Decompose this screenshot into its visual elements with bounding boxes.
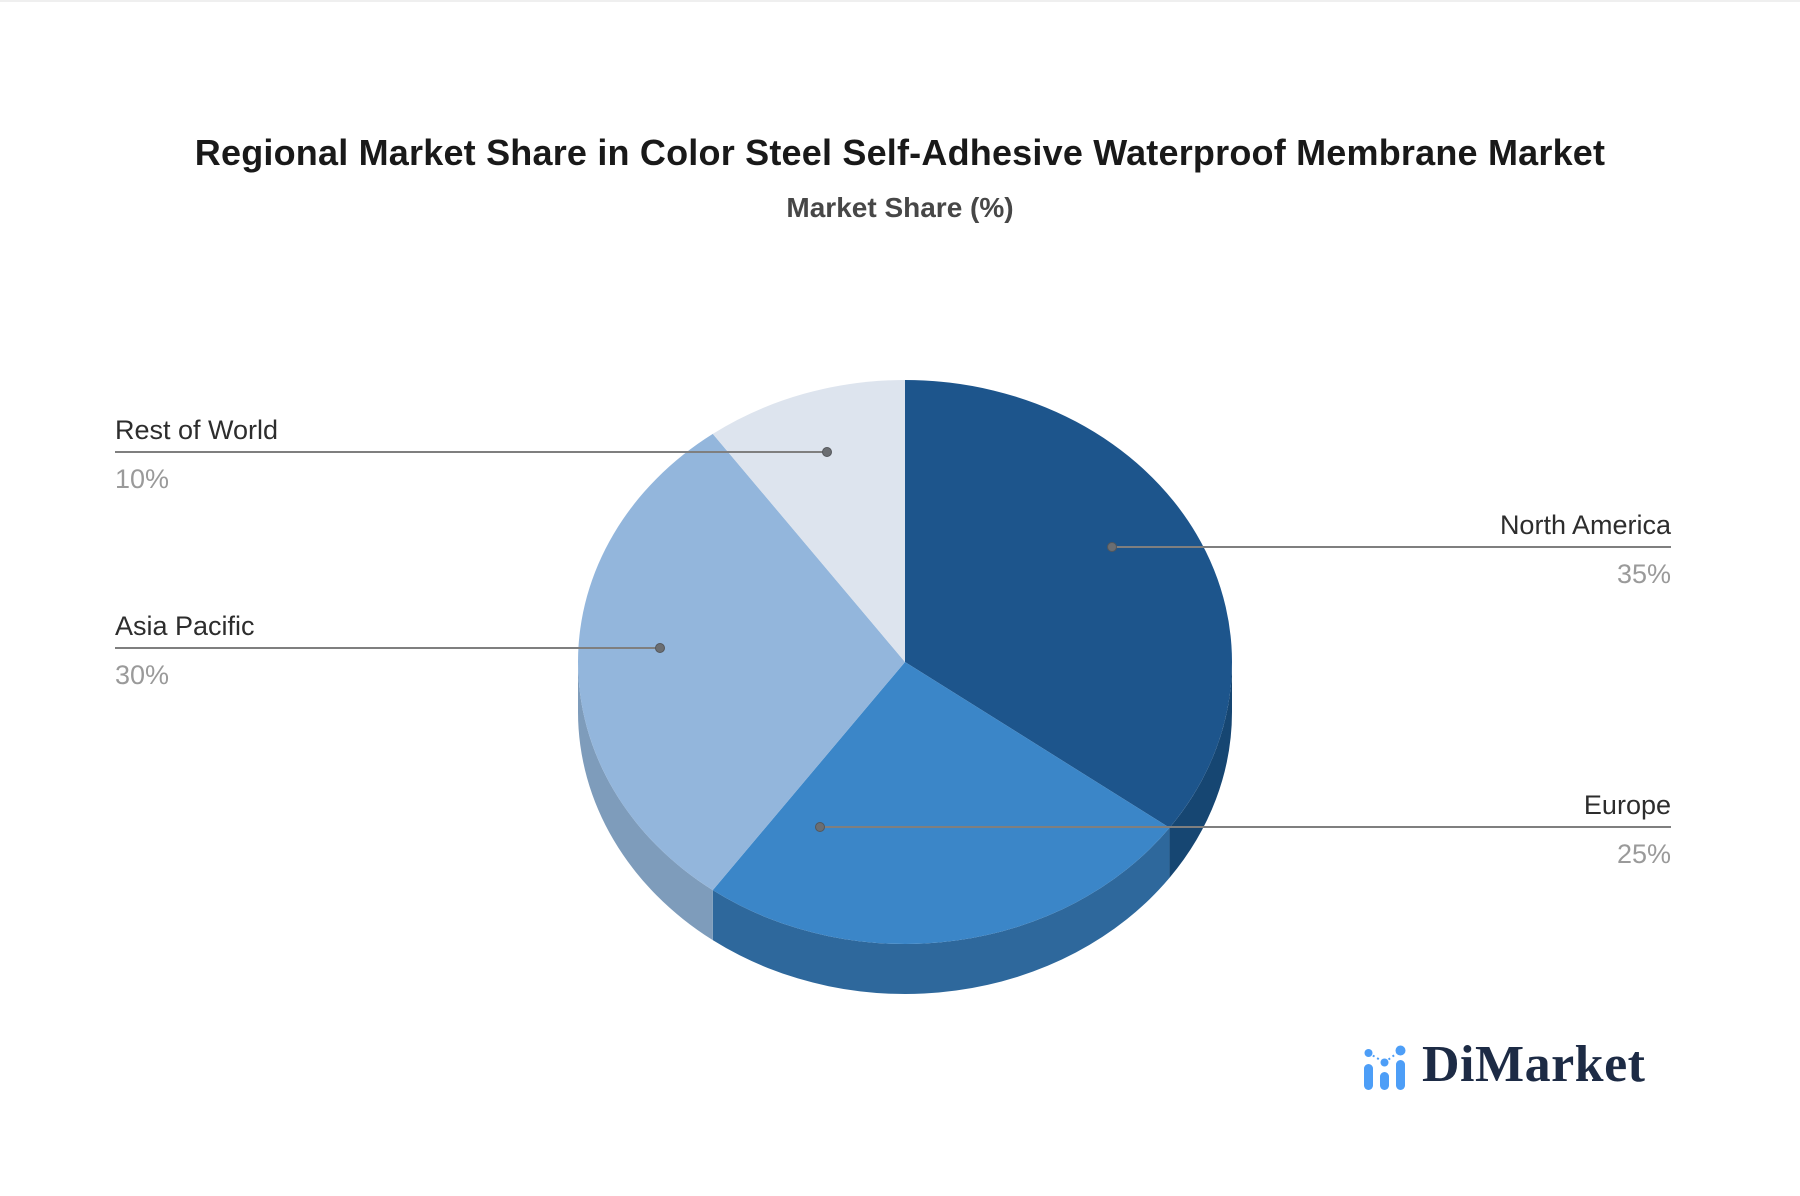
logo-text: DiMarket bbox=[1422, 1036, 1646, 1093]
leader-line-asia-pacific bbox=[115, 647, 660, 649]
leader-dot-europe bbox=[815, 822, 825, 832]
pie-slice-asia-pacific bbox=[578, 433, 905, 891]
pie-slice-europe bbox=[712, 662, 1170, 944]
callout-pct-north-america: 35% bbox=[1616, 559, 1671, 589]
logo-bars-icon bbox=[1364, 1045, 1406, 1090]
callout-label-north-america: North America bbox=[1499, 510, 1671, 540]
brand-logo: DiMarket bbox=[1362, 1036, 1646, 1093]
pie-side-north-america bbox=[1169, 662, 1232, 878]
logo-bar bbox=[1364, 1064, 1373, 1090]
top-border bbox=[0, 0, 1800, 2]
leader-dot-north-america bbox=[1107, 542, 1117, 552]
leader-line-rest-of-world bbox=[115, 451, 827, 453]
callout-label-europe: Europe bbox=[1583, 790, 1671, 820]
logo-bar bbox=[1396, 1060, 1405, 1090]
logo-dot bbox=[1364, 1049, 1373, 1057]
leader-dot-asia-pacific bbox=[655, 643, 665, 653]
pie-side-asia-pacific bbox=[578, 662, 713, 941]
logo-dot bbox=[1380, 1058, 1389, 1067]
callout-label-rest-of-world: Rest of World bbox=[115, 415, 279, 445]
chart-title: Regional Market Share in Color Steel Sel… bbox=[194, 132, 1606, 173]
leader-dot-rest-of-world bbox=[822, 447, 832, 457]
chart-subtitle: Market Share (%) bbox=[786, 192, 1014, 223]
pie-slice-north-america bbox=[905, 380, 1232, 828]
callout-pct-europe: 25% bbox=[1616, 839, 1671, 869]
pie-slice-rest-of-world bbox=[712, 380, 905, 662]
logo-dot bbox=[1395, 1045, 1406, 1056]
logo-bar bbox=[1380, 1072, 1389, 1090]
pie-side-europe bbox=[712, 827, 1170, 994]
callout-pct-asia-pacific: 30% bbox=[115, 660, 170, 690]
callout-pct-rest-of-world: 10% bbox=[115, 464, 170, 494]
callout-label-asia-pacific: Asia Pacific bbox=[115, 611, 255, 641]
leader-line-north-america bbox=[1112, 546, 1671, 548]
leader-line-europe bbox=[820, 826, 1671, 828]
